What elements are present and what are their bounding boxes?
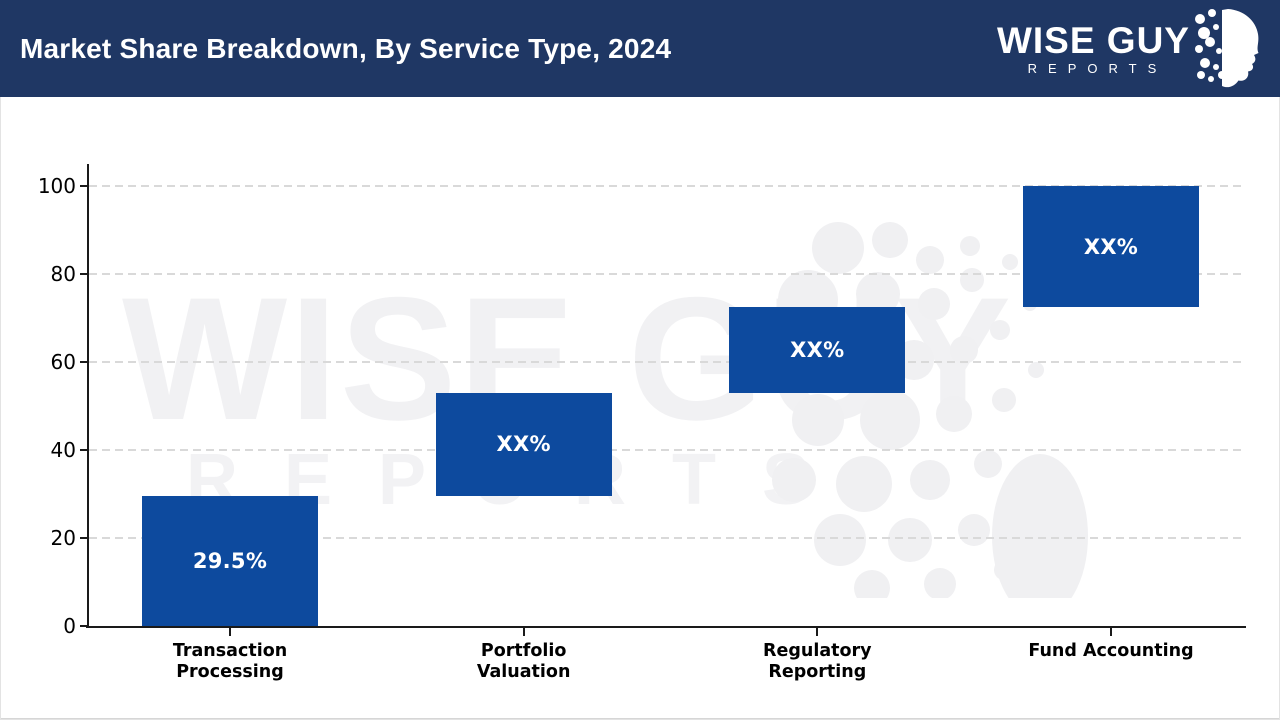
category-label: Fund Accounting [1028,641,1194,661]
bar-value-label: XX% [790,337,845,362]
bar-segment: 29.5% [142,496,318,626]
bar-value-label: XX% [1083,234,1139,259]
header-band: Market Share Breakdown, By Service Type,… [0,0,1280,97]
y-tick-label: 20 [50,526,76,550]
x-tick-mark [816,628,819,636]
bar-segment: XX% [1023,186,1199,307]
bar-value-label: XX% [496,432,551,457]
y-tick-mark [80,185,88,187]
x-axis-line [86,626,1246,628]
y-axis-line [87,164,89,628]
x-tick-mark [229,628,231,636]
y-tick-mark [80,361,88,363]
y-tick-label: 40 [50,438,76,462]
y-tick-label: 0 [63,614,76,638]
gridline [89,449,1245,451]
y-tick-label: 100 [37,174,76,198]
y-tick-mark [80,625,88,627]
wise-guy-reports-logo: WISE GUY REPORTS [997,5,1280,93]
y-tick-mark [80,449,88,451]
gridline [89,361,1245,363]
logo-head-dots-icon [1192,5,1266,93]
gridline [89,537,1245,539]
y-tick-mark [80,537,88,539]
x-tick-mark [522,628,525,636]
category-label: Regulatory Reporting [763,641,872,682]
page-title: Market Share Breakdown, By Service Type,… [20,32,672,64]
gridline [89,273,1245,275]
logo-wordmark: WISE GUY [996,20,1190,61]
category-label: Transaction Processing [172,641,288,682]
logo-subtext: REPORTS [1027,61,1168,76]
bar-value-label: 29.5% [192,549,268,574]
bar-segment: XX% [435,392,612,497]
y-tick-mark [80,273,88,275]
y-tick-label: 80 [50,262,76,286]
bar-segment: XX% [729,307,906,393]
category-label: Portfolio Valuation [476,641,571,682]
x-tick-mark [1110,628,1112,636]
gridline [89,185,1245,187]
y-tick-label: 60 [50,350,76,374]
